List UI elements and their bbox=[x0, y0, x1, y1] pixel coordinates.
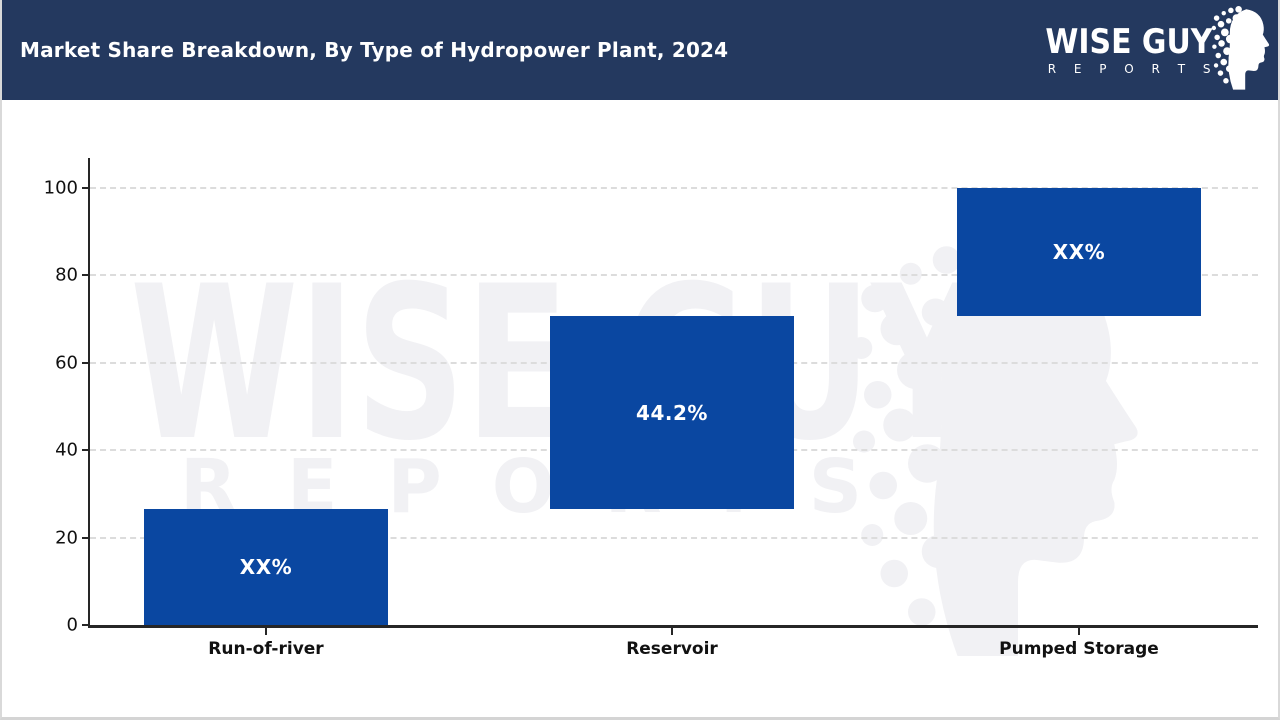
y-tick-label-100: 100 bbox=[43, 177, 78, 199]
y-axis-line bbox=[88, 158, 90, 628]
y-tick-label-40: 40 bbox=[55, 439, 78, 461]
logo-wordmark: WISE GUY R E P O R T S bbox=[1034, 25, 1224, 76]
y-tick-80 bbox=[82, 274, 90, 277]
x-tick-2 bbox=[1078, 628, 1080, 635]
x-category-label-0: Run-of-river bbox=[208, 639, 324, 659]
x-axis-line bbox=[88, 625, 1258, 628]
x-category-label-1: Reservoir bbox=[626, 639, 718, 659]
x-tick-0 bbox=[265, 628, 267, 635]
wiseguy-logo: WISE GUY R E P O R T S bbox=[1034, 0, 1276, 100]
y-tick-label-60: 60 bbox=[55, 352, 78, 374]
chart-area: WISE GUY REPORTS 0 20 40 60 80 100 XX% 44.2% XX%… bbox=[2, 100, 1278, 717]
y-tick-20 bbox=[82, 536, 90, 539]
plot: 0 20 40 60 80 100 XX% 44.2% XX% Run-of-river Reser… bbox=[2, 100, 1278, 717]
gridline-20 bbox=[90, 536, 1258, 539]
y-tick-0 bbox=[82, 624, 90, 626]
bar-value-label: XX% bbox=[239, 555, 293, 580]
x-category-label-2: Pumped Storage bbox=[999, 639, 1159, 659]
y-tick-100 bbox=[82, 187, 90, 189]
logo-face-icon bbox=[1211, 6, 1270, 90]
y-tick-40 bbox=[82, 449, 90, 452]
x-tick-1 bbox=[671, 628, 673, 635]
y-tick-label-80: 80 bbox=[55, 264, 78, 286]
header-bar: Market Share Breakdown, By Type of Hydro… bbox=[2, 0, 1278, 100]
y-tick-label-20: 20 bbox=[55, 527, 78, 549]
y-tick-60 bbox=[82, 361, 90, 364]
logo-name-text: WISE GUY bbox=[1045, 21, 1213, 62]
gridline-100 bbox=[90, 187, 1258, 189]
logo-reports-text: R E P O R T S bbox=[1047, 61, 1218, 76]
bar-reservoir: 44.2% bbox=[550, 316, 794, 510]
bar-pumped-storage: XX% bbox=[957, 188, 1201, 317]
bar-run-of-river: XX% bbox=[144, 509, 388, 625]
bar-value-label: XX% bbox=[1052, 240, 1106, 265]
y-tick-label-0: 0 bbox=[66, 614, 78, 636]
chart-title: Market Share Breakdown, By Type of Hydro… bbox=[20, 38, 729, 62]
gridline-80 bbox=[90, 274, 1258, 277]
bar-value-label: 44.2% bbox=[636, 400, 708, 425]
